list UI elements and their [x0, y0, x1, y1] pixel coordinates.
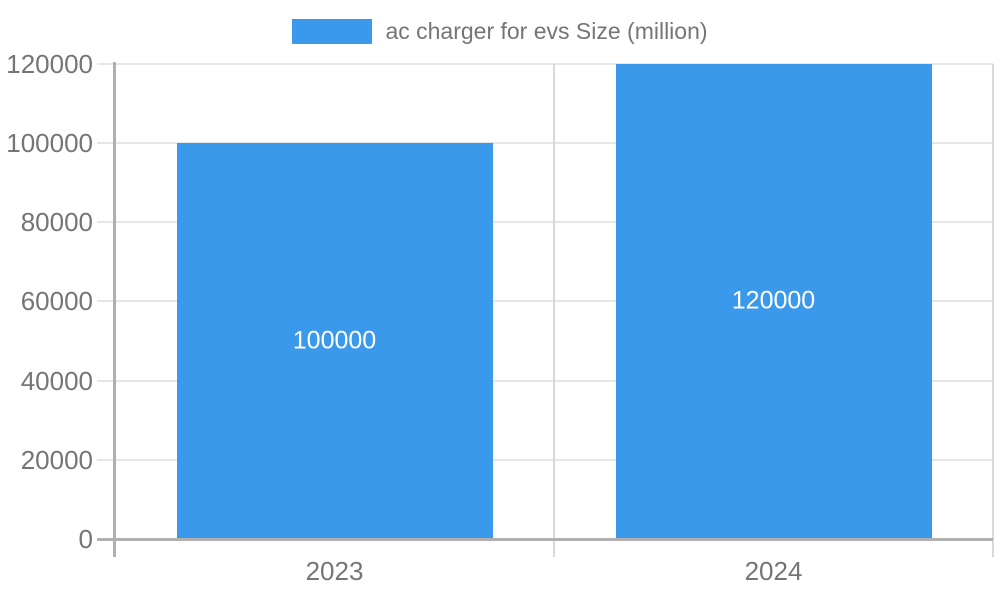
- bar-value-label: 120000: [731, 286, 816, 315]
- y-axis-line: [113, 62, 116, 557]
- gridline-horizontal: [97, 221, 993, 223]
- chart-legend: ac charger for evs Size (million): [0, 19, 1000, 44]
- y-tick-label: 60000: [20, 286, 93, 317]
- gridline-horizontal: [97, 300, 993, 303]
- gridline-horizontal: [97, 62, 993, 65]
- x-tick-label: 2023: [305, 556, 364, 586]
- y-tick-label: 100000: [6, 127, 93, 158]
- y-tick-label: 20000: [20, 444, 93, 475]
- bar-value-label: 100000: [292, 326, 377, 355]
- bar[interactable]: [615, 63, 932, 539]
- bar[interactable]: [176, 142, 493, 539]
- gridline-vertical: [992, 63, 994, 557]
- gridline-horizontal: [97, 141, 993, 144]
- legend-item[interactable]: ac charger for evs Size (million): [292, 18, 708, 44]
- gridline-vertical: [553, 63, 555, 557]
- y-tick-label: 0: [78, 524, 93, 554]
- y-tick-label: 120000: [6, 48, 93, 79]
- y-tick-label: 40000: [20, 365, 93, 396]
- gridline-horizontal: [97, 458, 993, 461]
- x-tick-label: 2024: [744, 556, 803, 586]
- y-tick-label: 80000: [20, 207, 93, 237]
- x-axis-line: [97, 538, 993, 541]
- gridline-horizontal: [97, 379, 993, 382]
- legend-label: ac charger for evs Size (million): [385, 18, 708, 44]
- legend-swatch-icon: [292, 19, 373, 44]
